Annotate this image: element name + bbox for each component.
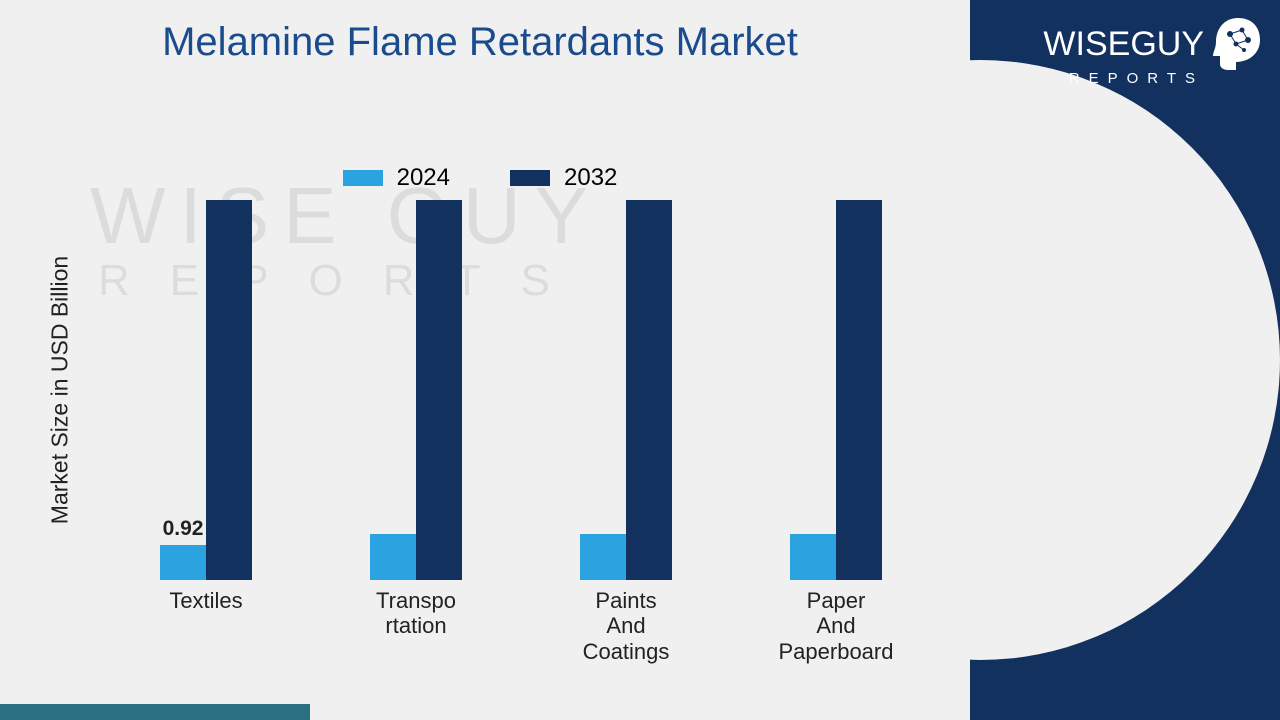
bar xyxy=(416,200,462,580)
bottom-strip xyxy=(0,704,310,720)
legend-item-2024: 2024 xyxy=(343,164,450,192)
legend-item-2032: 2032 xyxy=(510,164,617,192)
legend: 2024 2032 xyxy=(0,164,960,192)
category-label: Transportation xyxy=(346,588,486,639)
legend-swatch-2024 xyxy=(343,170,383,186)
bar xyxy=(580,534,626,580)
category-label: PaintsAndCoatings xyxy=(556,588,696,664)
bar xyxy=(626,200,672,580)
legend-label-2024: 2024 xyxy=(397,164,450,192)
category-label: Textiles xyxy=(136,588,276,613)
legend-swatch-2032 xyxy=(510,170,550,186)
plot-area: TextilesTransportationPaintsAndCoatingsP… xyxy=(120,200,940,580)
chart-canvas: WISE GUY REPORTS Melamine Flame Retardan… xyxy=(0,0,1280,720)
legend-label-2032: 2032 xyxy=(564,164,617,192)
category-label: PaperAndPaperboard xyxy=(766,588,906,664)
brand-sub: REPORTS xyxy=(1043,70,1204,87)
chart-title: Melamine Flame Retardants Market xyxy=(0,20,960,65)
brand-top: WISEGUY xyxy=(1043,25,1204,64)
bar xyxy=(836,200,882,580)
value-label: 0.92 xyxy=(152,517,214,541)
brand-logo: WISEGUY REPORTS xyxy=(1043,14,1268,87)
head-icon xyxy=(1208,14,1268,74)
bar xyxy=(160,545,206,580)
bar xyxy=(790,534,836,580)
bar xyxy=(370,534,416,580)
y-axis-label: Market Size in USD Billion xyxy=(47,256,74,524)
